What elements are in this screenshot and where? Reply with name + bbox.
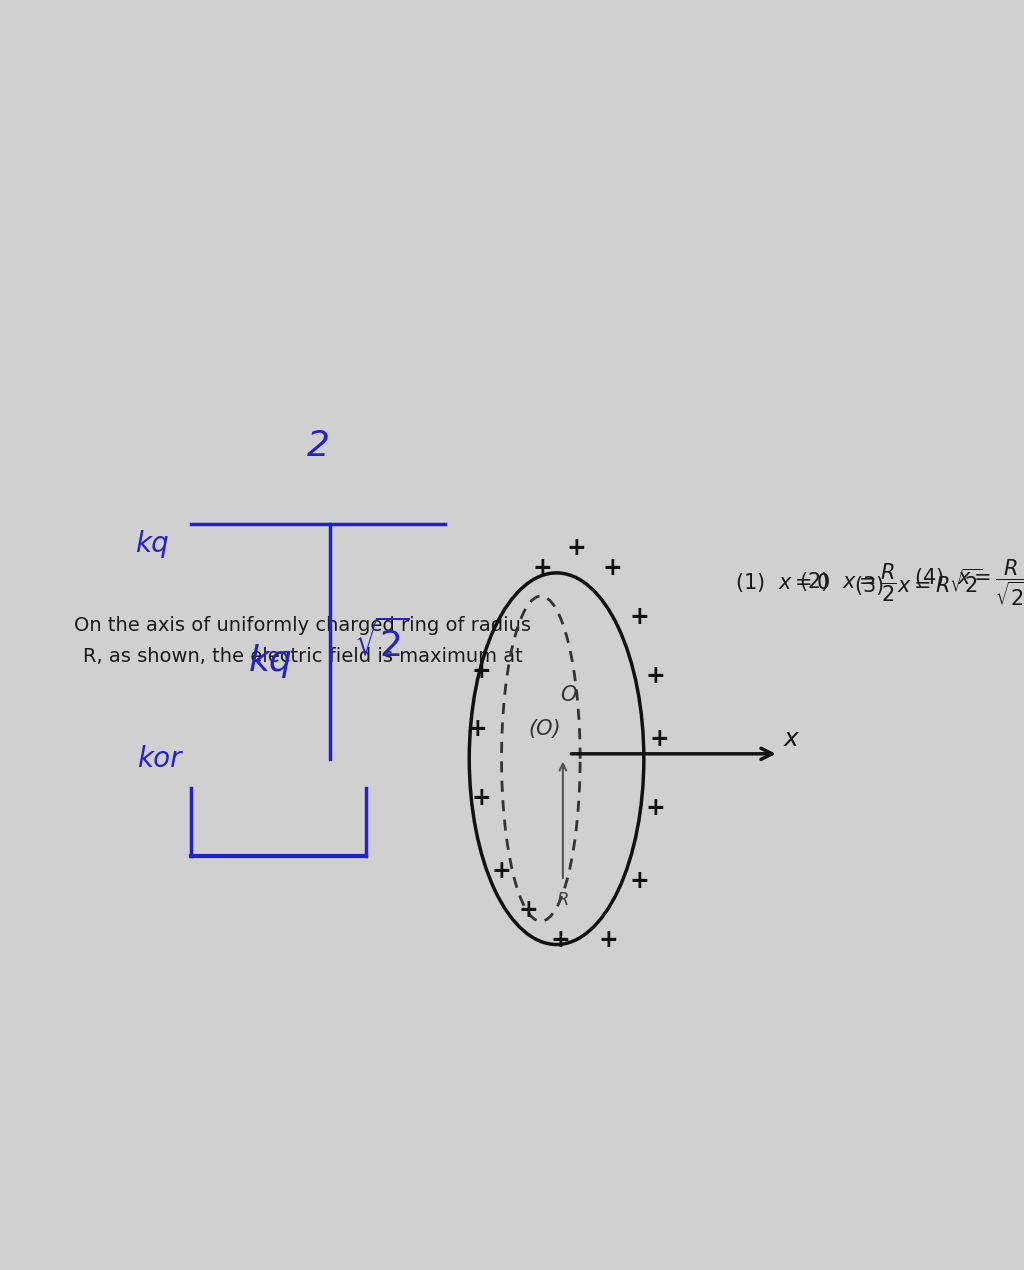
Text: kq: kq bbox=[135, 530, 169, 558]
Text: +: + bbox=[650, 728, 670, 751]
Text: +: + bbox=[602, 556, 622, 580]
Text: +: + bbox=[467, 718, 487, 742]
Text: $(2)\ \ x = \dfrac{R}{2}$: $(2)\ \ x = \dfrac{R}{2}$ bbox=[799, 561, 896, 605]
Text: kq: kq bbox=[249, 644, 293, 678]
Text: +: + bbox=[551, 927, 570, 951]
Text: $\sqrt{2}$: $\sqrt{2}$ bbox=[354, 620, 410, 663]
Text: On the axis of uniformly charged ring of radius
R, as shown, the electric field : On the axis of uniformly charged ring of… bbox=[74, 616, 531, 667]
Text: +: + bbox=[492, 860, 511, 883]
Text: +: + bbox=[646, 664, 666, 687]
Text: +: + bbox=[630, 605, 650, 629]
Text: O: O bbox=[560, 685, 577, 705]
Text: +: + bbox=[630, 869, 650, 893]
Text: kor: kor bbox=[137, 744, 182, 772]
Text: +: + bbox=[566, 536, 587, 560]
Text: $(1)\ \ x = 0$: $(1)\ \ x = 0$ bbox=[735, 572, 830, 594]
Text: +: + bbox=[471, 786, 492, 810]
Text: +: + bbox=[532, 556, 552, 580]
Text: x: x bbox=[783, 728, 798, 751]
Text: +: + bbox=[598, 927, 618, 951]
Text: +: + bbox=[646, 795, 666, 819]
Text: +: + bbox=[471, 659, 492, 683]
Text: $(3)\ \ x = R\sqrt{2}$: $(3)\ \ x = R\sqrt{2}$ bbox=[854, 566, 983, 598]
Text: 2: 2 bbox=[307, 429, 330, 462]
Text: +: + bbox=[519, 898, 539, 922]
Text: (O): (O) bbox=[528, 719, 561, 739]
Text: R: R bbox=[557, 892, 569, 909]
Text: $(4)\ \ x = \dfrac{R}{\sqrt{2}}$: $(4)\ \ x = \dfrac{R}{\sqrt{2}}$ bbox=[913, 558, 1024, 608]
